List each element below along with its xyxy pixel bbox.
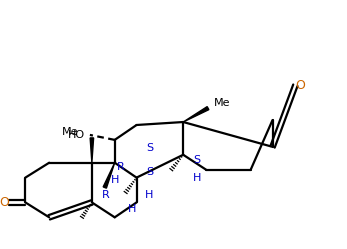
Text: O: O [0,196,9,209]
Text: H: H [193,173,201,183]
Text: S: S [146,167,153,177]
Text: S: S [146,143,153,153]
Text: R: R [102,190,110,200]
Polygon shape [103,163,115,188]
Polygon shape [90,138,94,163]
Text: O: O [295,79,305,92]
Text: R: R [117,162,125,172]
Text: H: H [127,204,136,214]
Text: HO: HO [68,130,85,140]
Text: S: S [194,155,201,165]
Text: H: H [145,190,154,200]
Text: Me: Me [61,127,78,137]
Text: Me: Me [214,98,230,108]
Polygon shape [183,107,209,122]
Text: H: H [110,175,119,185]
